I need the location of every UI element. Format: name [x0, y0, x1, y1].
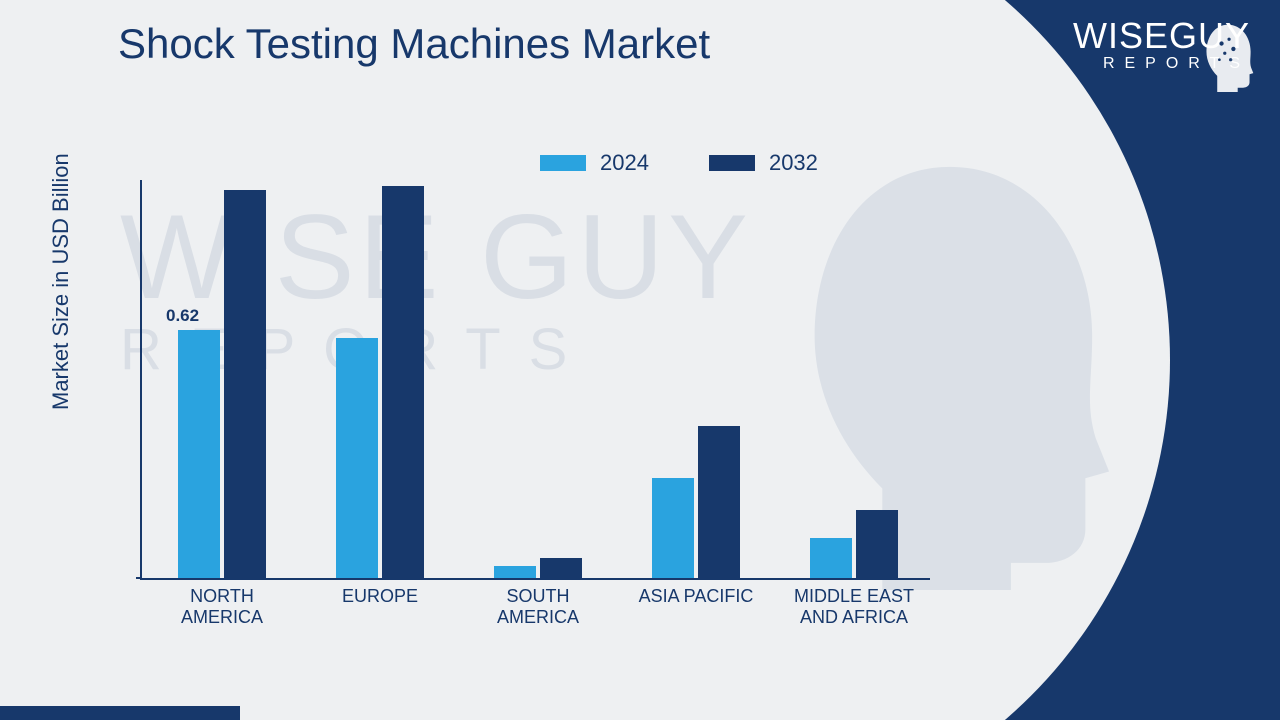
bar-chart: 2024 2032 Market Size in USD Billion 0.6…	[70, 150, 950, 670]
legend-label-2032: 2032	[769, 150, 818, 176]
bar-2032	[224, 190, 266, 578]
legend-swatch-2032	[709, 155, 755, 171]
y-axis-label: Market Size in USD Billion	[48, 153, 74, 410]
legend-swatch-2024	[540, 155, 586, 171]
bar-2032	[698, 426, 740, 578]
legend-item-2032: 2032	[709, 150, 818, 176]
x-axis-category-label: MIDDLE EAST AND AFRICA	[784, 586, 924, 627]
x-axis-category-label: NORTH AMERICA	[152, 586, 292, 627]
bar-2024	[810, 538, 852, 578]
chart-title: Shock Testing Machines Market	[118, 20, 710, 68]
chart-plot-area: 0.62NORTH AMERICAEUROPESOUTH AMERICAASIA…	[140, 180, 930, 580]
bar-2024	[494, 566, 536, 578]
x-axis-category-label: SOUTH AMERICA	[468, 586, 608, 627]
x-axis-category-label: EUROPE	[310, 586, 450, 607]
y-tick	[136, 577, 142, 579]
legend-label-2024: 2024	[600, 150, 649, 176]
x-axis-category-label: ASIA PACIFIC	[626, 586, 766, 607]
legend-item-2024: 2024	[540, 150, 649, 176]
bar-2032	[382, 186, 424, 578]
bar-2024	[178, 330, 220, 578]
bottom-accent-bar	[0, 706, 240, 720]
bar-2032	[856, 510, 898, 578]
brand-line1a: WISE	[1073, 15, 1169, 56]
brand-logo: WISEGUY REPORTS	[1073, 18, 1250, 72]
chart-legend: 2024 2032	[540, 150, 818, 176]
bar-2024	[652, 478, 694, 578]
logo-head-icon	[1198, 22, 1258, 92]
bar-2032	[540, 558, 582, 578]
bar-value-label: 0.62	[166, 306, 199, 326]
bar-2024	[336, 338, 378, 578]
page-canvas: WISE GUY REPORTS WISEGUY REPORTS Shock T…	[0, 0, 1280, 720]
